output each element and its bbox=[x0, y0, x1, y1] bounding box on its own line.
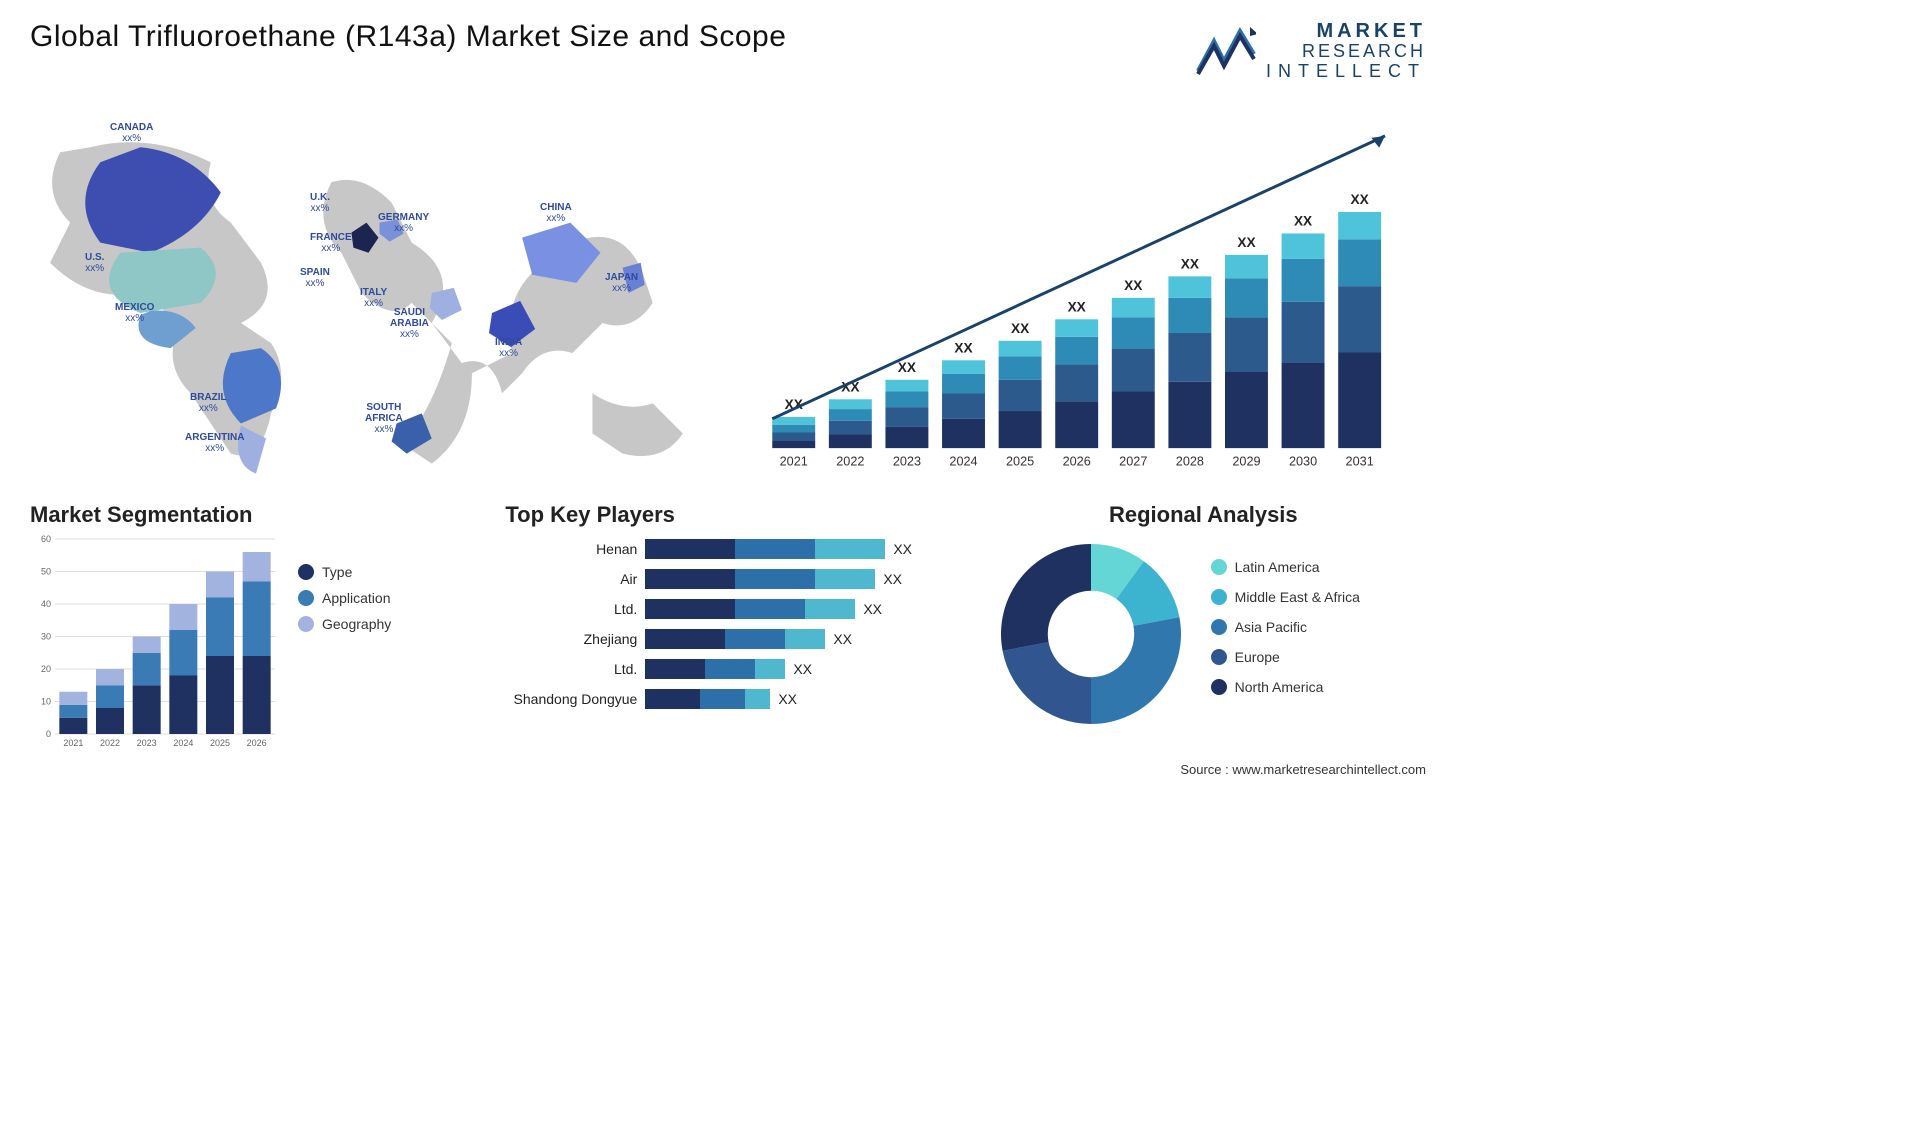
svg-text:20: 20 bbox=[41, 664, 51, 674]
map-label-india: INDIAxx% bbox=[495, 337, 522, 359]
svg-text:2030: 2030 bbox=[1289, 454, 1317, 468]
regional-legend: Latin America Middle East & Africa Asia Pa… bbox=[1211, 559, 1360, 709]
players-chart: XXXXXXXXXXXX bbox=[645, 534, 950, 714]
regional-legend-item: North America bbox=[1211, 679, 1360, 695]
regional-legend-item: Latin America bbox=[1211, 559, 1360, 575]
regional-donut bbox=[981, 534, 1201, 734]
map-label-spain: SPAINxx% bbox=[300, 267, 330, 289]
regional-legend-item: Europe bbox=[1211, 649, 1360, 665]
svg-text:2023: 2023 bbox=[893, 454, 921, 468]
player-row: XX bbox=[645, 654, 950, 684]
svg-text:XX: XX bbox=[1124, 278, 1142, 293]
map-label-argentina: ARGENTINAxx% bbox=[185, 432, 244, 454]
regional-panel: Regional Analysis Latin America Middle Ea… bbox=[981, 502, 1426, 754]
svg-text:XX: XX bbox=[954, 340, 972, 355]
map-label-china: CHINAxx% bbox=[540, 202, 572, 224]
svg-text:2029: 2029 bbox=[1232, 454, 1260, 468]
map-label-germany: GERMANYxx% bbox=[378, 212, 429, 234]
svg-text:2031: 2031 bbox=[1346, 454, 1374, 468]
world-map: CANADAxx% U.S.xx% MEXICOxx% BRAZILxx% ARGENT… bbox=[30, 92, 713, 492]
svg-text:2026: 2026 bbox=[247, 738, 267, 748]
player-label: Zhejiang bbox=[505, 624, 637, 654]
player-value: XX bbox=[893, 541, 912, 557]
map-label-italy: ITALYxx% bbox=[360, 287, 387, 309]
svg-text:2021: 2021 bbox=[780, 454, 808, 468]
svg-text:XX: XX bbox=[1294, 213, 1312, 228]
svg-text:XX: XX bbox=[1181, 256, 1199, 271]
seg-legend-application: Application bbox=[298, 590, 391, 606]
svg-text:2023: 2023 bbox=[137, 738, 157, 748]
map-label-saudiarabia: SAUDIARABIAxx% bbox=[390, 307, 429, 340]
players-labels: HenanAirLtd.ZhejiangLtd.Shandong Dongyue bbox=[505, 534, 645, 714]
segmentation-legend: Type Application Geography bbox=[298, 534, 391, 754]
map-label-brazil: BRAZILxx% bbox=[190, 392, 227, 414]
player-value: XX bbox=[863, 601, 882, 617]
growth-chart: XX 2021 XX 2022 XX 2023 XX 2024 XX 2025 XX 2026 XX 20… bbox=[743, 92, 1426, 492]
svg-text:2025: 2025 bbox=[1006, 454, 1034, 468]
map-label-uk: U.K.xx% bbox=[310, 192, 330, 214]
player-row: XX bbox=[645, 684, 950, 714]
segmentation-title: Market Segmentation bbox=[30, 502, 475, 528]
map-label-southafrica: SOUTHAFRICAxx% bbox=[365, 402, 403, 435]
svg-text:2028: 2028 bbox=[1176, 454, 1204, 468]
segmentation-panel: Market Segmentation 0 10 20 30 40 50 60 2021 202… bbox=[30, 502, 475, 754]
svg-text:2022: 2022 bbox=[836, 454, 864, 468]
svg-text:60: 60 bbox=[41, 534, 51, 544]
brand-logo: MARKET RESEARCH INTELLECT bbox=[1196, 20, 1426, 82]
svg-text:2025: 2025 bbox=[210, 738, 230, 748]
player-value: XX bbox=[833, 631, 852, 647]
regional-legend-item: Middle East & Africa bbox=[1211, 589, 1360, 605]
svg-text:XX: XX bbox=[898, 360, 916, 375]
svg-text:30: 30 bbox=[41, 631, 51, 641]
logo-line2: RESEARCH bbox=[1266, 42, 1426, 62]
player-value: XX bbox=[778, 691, 797, 707]
regional-legend-item: Asia Pacific bbox=[1211, 619, 1360, 635]
page-title: Global Trifluoroethane (R143a) Market Si… bbox=[30, 20, 786, 54]
logo-line1: MARKET bbox=[1266, 20, 1426, 42]
svg-text:2024: 2024 bbox=[949, 454, 977, 468]
player-label: Ltd. bbox=[505, 594, 637, 624]
players-panel: Top Key Players HenanAirLtd.ZhejiangLtd.… bbox=[505, 502, 950, 754]
map-label-france: FRANCExx% bbox=[310, 232, 352, 254]
svg-text:10: 10 bbox=[41, 696, 51, 706]
player-row: XX bbox=[645, 564, 950, 594]
map-label-canada: CANADAxx% bbox=[110, 122, 153, 144]
player-row: XX bbox=[645, 624, 950, 654]
svg-text:XX: XX bbox=[1351, 192, 1369, 207]
player-value: XX bbox=[883, 571, 902, 587]
svg-text:XX: XX bbox=[1237, 235, 1255, 250]
player-row: XX bbox=[645, 534, 950, 564]
svg-text:0: 0 bbox=[46, 729, 51, 739]
regional-title: Regional Analysis bbox=[981, 502, 1426, 528]
svg-text:2026: 2026 bbox=[1063, 454, 1091, 468]
player-label: Henan bbox=[505, 534, 637, 564]
svg-text:2027: 2027 bbox=[1119, 454, 1147, 468]
logo-icon bbox=[1196, 26, 1256, 76]
logo-line3: INTELLECT bbox=[1266, 62, 1426, 82]
map-label-japan: JAPANxx% bbox=[605, 272, 638, 294]
seg-legend-type: Type bbox=[298, 564, 391, 580]
player-value: XX bbox=[793, 661, 812, 677]
seg-legend-geography: Geography bbox=[298, 616, 391, 632]
map-label-us: U.S.xx% bbox=[85, 252, 104, 274]
svg-text:XX: XX bbox=[1011, 321, 1029, 336]
player-label: Ltd. bbox=[505, 654, 637, 684]
player-label: Air bbox=[505, 564, 637, 594]
players-title: Top Key Players bbox=[505, 502, 950, 528]
svg-text:50: 50 bbox=[41, 566, 51, 576]
map-label-mexico: MEXICOxx% bbox=[115, 302, 154, 324]
svg-text:2021: 2021 bbox=[63, 738, 83, 748]
svg-text:2024: 2024 bbox=[173, 738, 193, 748]
svg-text:40: 40 bbox=[41, 599, 51, 609]
player-label: Shandong Dongyue bbox=[505, 684, 637, 714]
svg-text:2022: 2022 bbox=[100, 738, 120, 748]
segmentation-chart: 0 10 20 30 40 50 60 2021 2022 2023 2024 2025 2026 bbox=[30, 534, 280, 754]
player-row: XX bbox=[645, 594, 950, 624]
source-text: Source : www.marketresearchintellect.com bbox=[30, 762, 1426, 777]
svg-text:XX: XX bbox=[1068, 299, 1086, 314]
